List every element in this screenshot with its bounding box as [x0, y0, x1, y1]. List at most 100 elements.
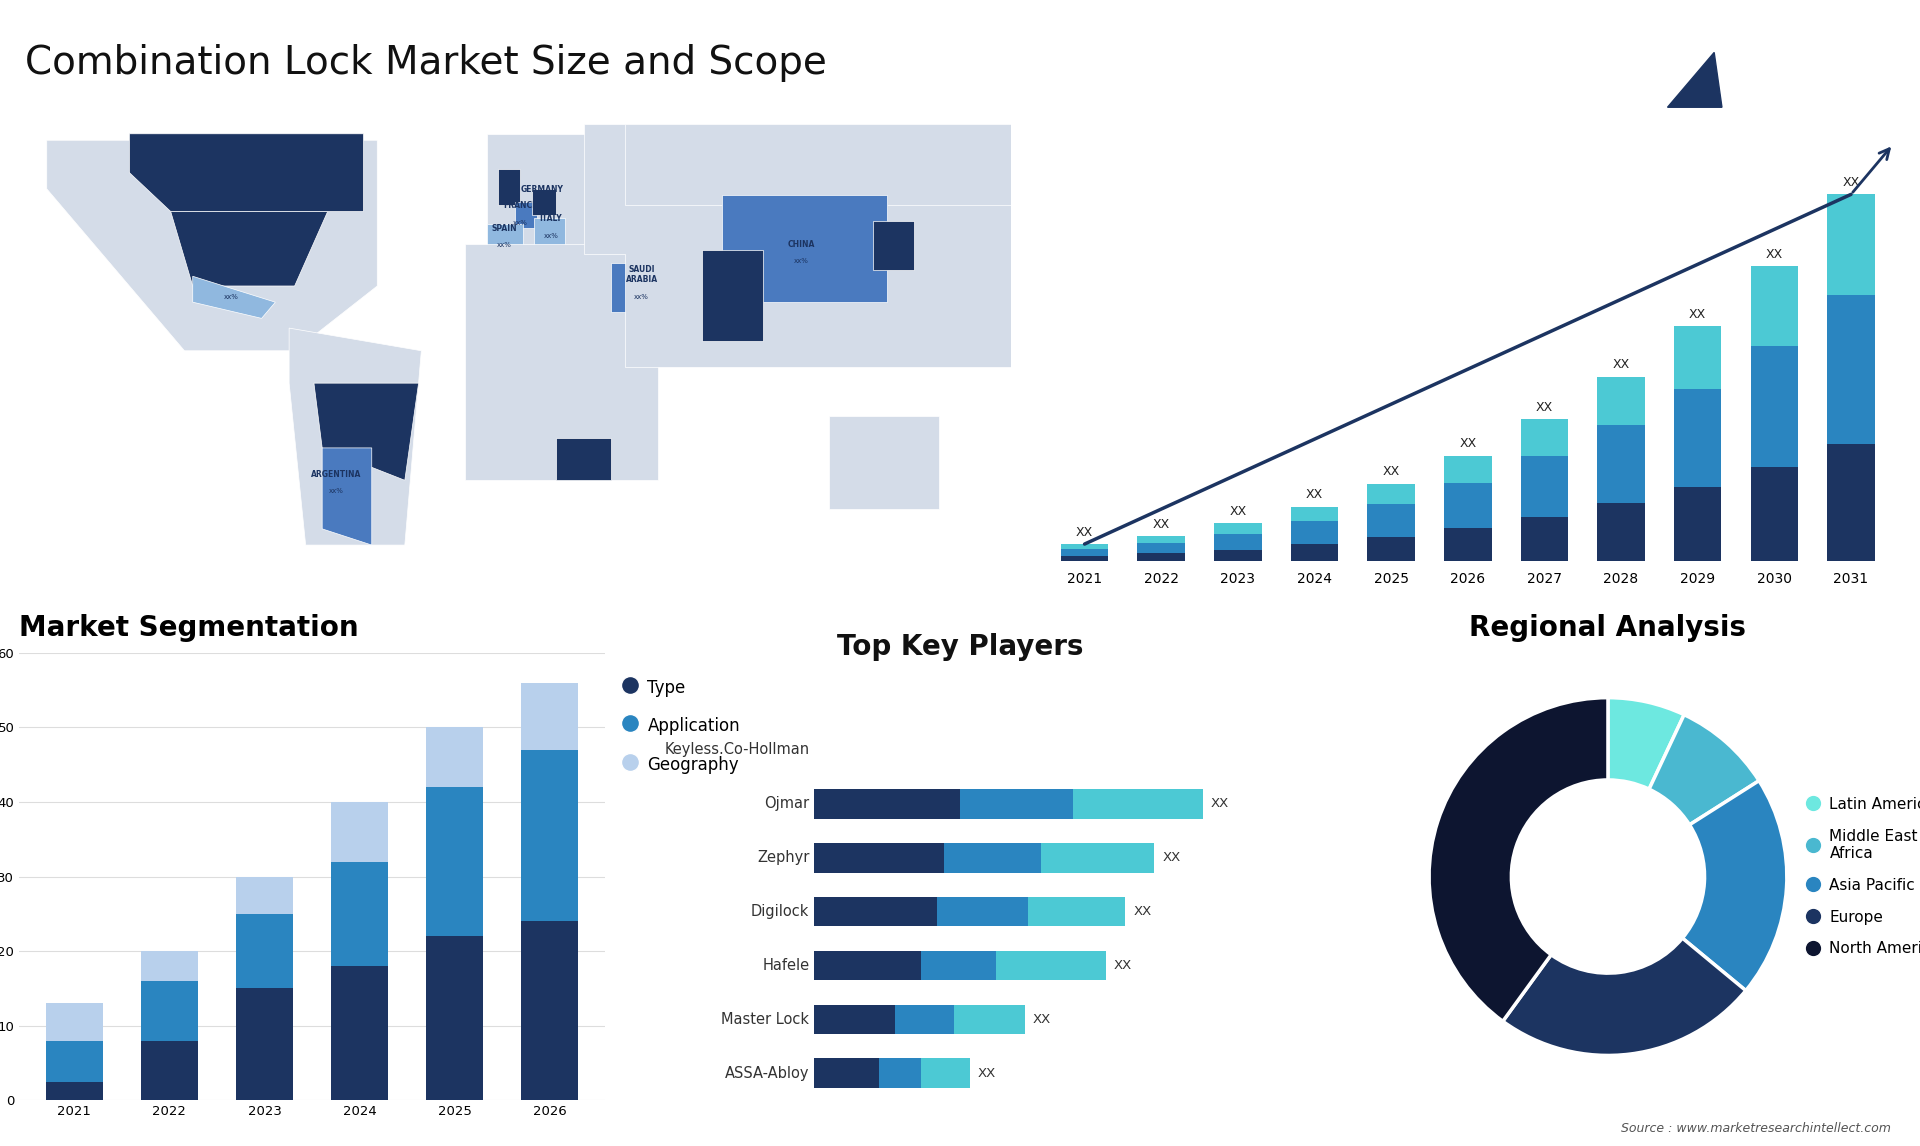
- Bar: [330, 966, 388, 1100]
- Bar: [1367, 484, 1415, 504]
- Polygon shape: [874, 221, 914, 269]
- Bar: [1290, 507, 1338, 521]
- Polygon shape: [171, 212, 328, 286]
- Text: Zephyr: Zephyr: [756, 850, 810, 865]
- Text: XX: XX: [1382, 465, 1400, 478]
- Text: XX: XX: [1162, 851, 1181, 864]
- Bar: [1751, 266, 1799, 346]
- Bar: [236, 988, 294, 1100]
- Text: Combination Lock Market Size and Scope: Combination Lock Market Size and Scope: [25, 44, 828, 81]
- Text: INDIA: INDIA: [720, 282, 745, 291]
- Polygon shape: [465, 244, 659, 480]
- Text: XX: XX: [1229, 505, 1246, 518]
- Bar: [236, 877, 294, 913]
- Bar: [1674, 327, 1722, 390]
- Text: U.K.: U.K.: [501, 172, 518, 181]
- Text: XX: XX: [977, 1067, 996, 1080]
- Bar: [140, 951, 198, 981]
- Polygon shape: [323, 448, 372, 545]
- Bar: [814, 1059, 879, 1088]
- Text: xx%: xx%: [497, 242, 511, 249]
- Text: SOUTH
AFRICA: SOUTH AFRICA: [568, 440, 599, 460]
- Bar: [46, 1082, 104, 1100]
- Bar: [814, 897, 937, 926]
- Bar: [1444, 528, 1492, 562]
- Bar: [1213, 524, 1261, 534]
- Text: SAUDI
ARABIA: SAUDI ARABIA: [626, 265, 659, 284]
- Bar: [945, 842, 1041, 872]
- Bar: [1060, 549, 1108, 556]
- Text: xx%: xx%: [726, 300, 739, 307]
- Text: xx%: xx%: [501, 190, 516, 196]
- Polygon shape: [703, 250, 762, 342]
- Bar: [1367, 504, 1415, 537]
- Bar: [1521, 419, 1569, 456]
- Bar: [814, 788, 960, 818]
- Bar: [960, 788, 1073, 818]
- Text: CHINA: CHINA: [787, 240, 816, 249]
- Bar: [1367, 537, 1415, 562]
- Bar: [1060, 544, 1108, 549]
- Text: xx%: xx%: [887, 252, 902, 258]
- Text: xx%: xx%: [225, 295, 238, 300]
- Polygon shape: [626, 124, 1010, 205]
- Text: Top Key Players: Top Key Players: [837, 633, 1083, 661]
- Wedge shape: [1607, 698, 1684, 790]
- Text: RESEARCH: RESEARCH: [1770, 73, 1824, 83]
- Bar: [895, 1005, 954, 1034]
- Text: XX: XX: [1114, 959, 1133, 972]
- Text: xx%: xx%: [543, 233, 559, 238]
- Bar: [330, 802, 388, 862]
- Text: CANADA: CANADA: [232, 159, 269, 167]
- Text: ARGENTINA: ARGENTINA: [311, 470, 361, 479]
- Text: XX: XX: [1212, 798, 1229, 810]
- Text: xx%: xx%: [328, 488, 344, 494]
- Text: ASSA-Abloy: ASSA-Abloy: [726, 1066, 810, 1081]
- Text: xx%: xx%: [634, 295, 649, 300]
- Text: xx%: xx%: [536, 203, 549, 210]
- Polygon shape: [488, 225, 524, 250]
- Bar: [1828, 444, 1874, 562]
- Text: XX: XX: [1152, 518, 1169, 531]
- Text: XX: XX: [1536, 401, 1553, 414]
- Text: xx%: xx%: [232, 245, 248, 251]
- Text: FRANCE: FRANCE: [503, 201, 538, 210]
- Text: XX: XX: [1033, 1013, 1050, 1026]
- Bar: [922, 951, 996, 980]
- Bar: [1444, 484, 1492, 528]
- Bar: [954, 1005, 1025, 1034]
- Bar: [426, 936, 484, 1100]
- Bar: [236, 913, 294, 988]
- Text: Hafele: Hafele: [762, 958, 810, 973]
- Polygon shape: [290, 328, 420, 545]
- Bar: [1060, 556, 1108, 562]
- Polygon shape: [532, 189, 557, 214]
- Polygon shape: [1667, 53, 1722, 108]
- Bar: [937, 897, 1027, 926]
- Text: XX: XX: [1133, 905, 1152, 918]
- Bar: [1041, 842, 1154, 872]
- Bar: [1597, 503, 1645, 562]
- Text: XX: XX: [1690, 308, 1707, 321]
- Text: MARKET: MARKET: [1776, 53, 1818, 61]
- Polygon shape: [722, 195, 887, 303]
- Bar: [426, 728, 484, 787]
- Text: Keyless.Co-Hollman: Keyless.Co-Hollman: [664, 743, 810, 758]
- Wedge shape: [1503, 939, 1745, 1055]
- Bar: [330, 862, 388, 966]
- Bar: [1027, 897, 1125, 926]
- Bar: [46, 1041, 104, 1082]
- Bar: [1751, 346, 1799, 466]
- Bar: [879, 1059, 922, 1088]
- Text: MEXICO: MEXICO: [215, 275, 248, 284]
- Bar: [1521, 517, 1569, 562]
- Bar: [46, 1003, 104, 1041]
- Text: INTELLECT: INTELLECT: [1770, 94, 1824, 103]
- Text: Digilock: Digilock: [751, 904, 810, 919]
- Bar: [1073, 788, 1202, 818]
- Polygon shape: [488, 134, 626, 253]
- Text: JAPAN: JAPAN: [881, 234, 908, 242]
- Bar: [1674, 487, 1722, 562]
- Bar: [922, 1059, 970, 1088]
- Text: xx%: xx%: [795, 259, 808, 265]
